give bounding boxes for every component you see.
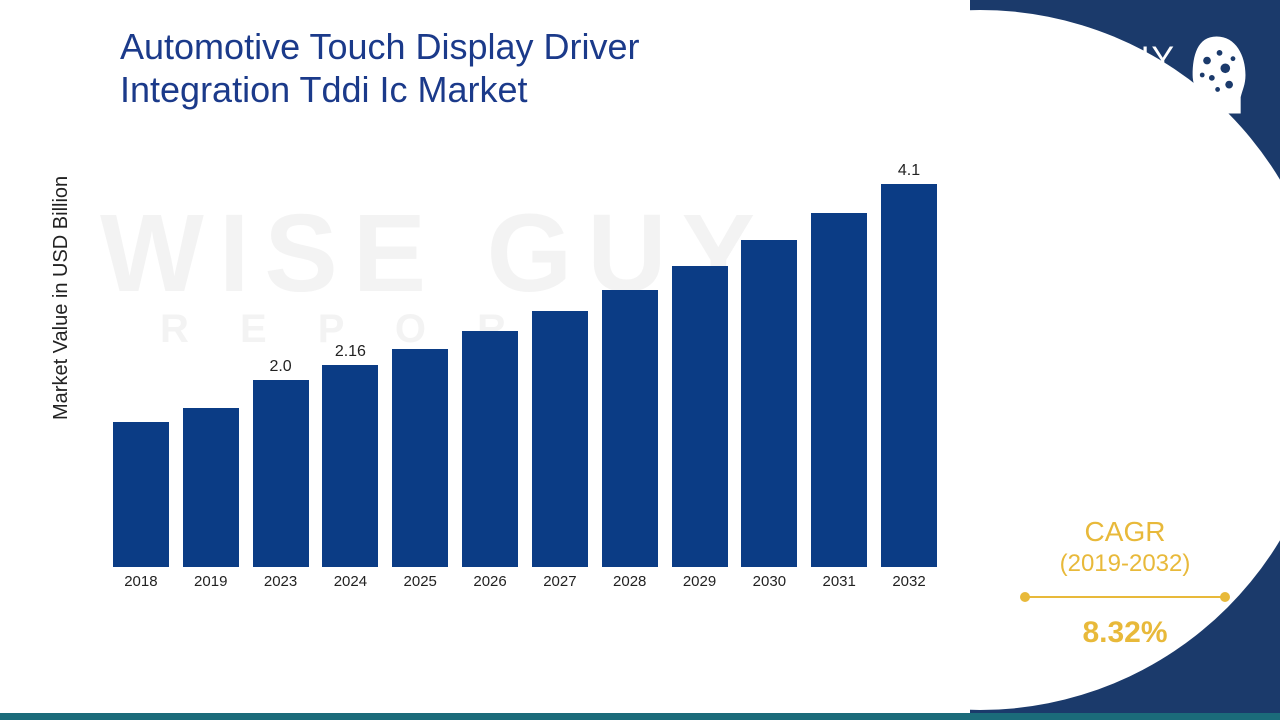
bar-column: 2027 (525, 170, 595, 590)
bars-container: 2018 2019 2.0 2023 2.16 2024 2025 2026 2027 2028 2… (100, 170, 950, 590)
chart-wrap: Market Value in USD Billion 201820192.02… (60, 150, 960, 630)
bar (602, 290, 658, 567)
cagr-block: CAGR (2019-2032) 8.32% (1000, 516, 1250, 650)
bar-column: 2.0 2023 (246, 170, 316, 590)
bar-value-label: 2.16 (335, 343, 366, 361)
bar-column: 2029 (665, 170, 735, 590)
x-tick-label: 2024 (334, 573, 367, 590)
x-tick-label: 2019 (194, 573, 227, 590)
cagr-divider (1025, 596, 1225, 598)
bar-inner: 2.0 (253, 380, 309, 567)
bar (811, 213, 867, 567)
plot-area: 2018 2019 2.0 2023 2.16 2024 2025 2026 2027 2028 2… (100, 150, 950, 590)
bar (253, 380, 309, 567)
bar (183, 408, 239, 567)
logo-sub: R E P O R T S (990, 80, 1177, 108)
chart-title: Automotive Touch Display Driver Integrat… (120, 25, 800, 111)
bar (881, 184, 937, 567)
bar-column: 2026 (455, 170, 525, 590)
bar-value-label: 4.1 (898, 162, 920, 180)
bar-inner (602, 290, 658, 567)
bar (113, 422, 169, 567)
bar-inner (113, 422, 169, 567)
bar-column: 2028 (595, 170, 665, 590)
bar-inner: 2.16 (322, 365, 378, 567)
bar (532, 311, 588, 567)
bar-column: 2025 (385, 170, 455, 590)
cagr-range: (2019-2032) (1000, 550, 1250, 578)
x-tick-label: 2025 (404, 573, 437, 590)
x-tick-label: 2023 (264, 573, 297, 590)
bar-inner (183, 408, 239, 567)
bottom-accent-bar (0, 713, 1280, 720)
bar (672, 266, 728, 567)
bar (462, 331, 518, 567)
bar-value-label: 2.0 (269, 358, 291, 376)
x-tick-label: 2027 (543, 573, 576, 590)
bar (322, 365, 378, 567)
x-tick-label: 2032 (892, 573, 925, 590)
bar (392, 349, 448, 567)
x-tick-label: 2029 (683, 573, 716, 590)
logo-head-icon (1183, 30, 1250, 120)
bar-inner (392, 349, 448, 567)
main-area: WISE GUYR E P O R T S Automotive Touch D… (0, 0, 970, 713)
logo-text: WISE GUY R E P O R T S (990, 42, 1177, 108)
x-tick-label: 2030 (753, 573, 786, 590)
bar-column: 2019 (176, 170, 246, 590)
x-tick-label: 2028 (613, 573, 646, 590)
bar-inner (672, 266, 728, 567)
x-tick-label: 2026 (473, 573, 506, 590)
x-tick-label: 2018 (124, 573, 157, 590)
y-axis-label: Market Value in USD Billion (50, 176, 73, 420)
bar-column: 2.16 2024 (315, 170, 385, 590)
bar-inner (532, 311, 588, 567)
cagr-label: CAGR (1000, 516, 1250, 548)
cagr-value: 8.32% (1000, 616, 1250, 650)
bar-column: 2031 (804, 170, 874, 590)
bar-column: 2018 (106, 170, 176, 590)
logo: WISE GUY R E P O R T S (990, 20, 1250, 130)
bar-column: 2030 (734, 170, 804, 590)
bar-column: 4.1 2032 (874, 170, 944, 590)
bar-inner (811, 213, 867, 567)
bar-inner: 4.1 (881, 184, 937, 567)
bar-inner (462, 331, 518, 567)
bar (741, 240, 797, 567)
bar-inner (741, 240, 797, 567)
x-tick-label: 2031 (823, 573, 856, 590)
logo-main: WISE GUY (990, 40, 1176, 78)
